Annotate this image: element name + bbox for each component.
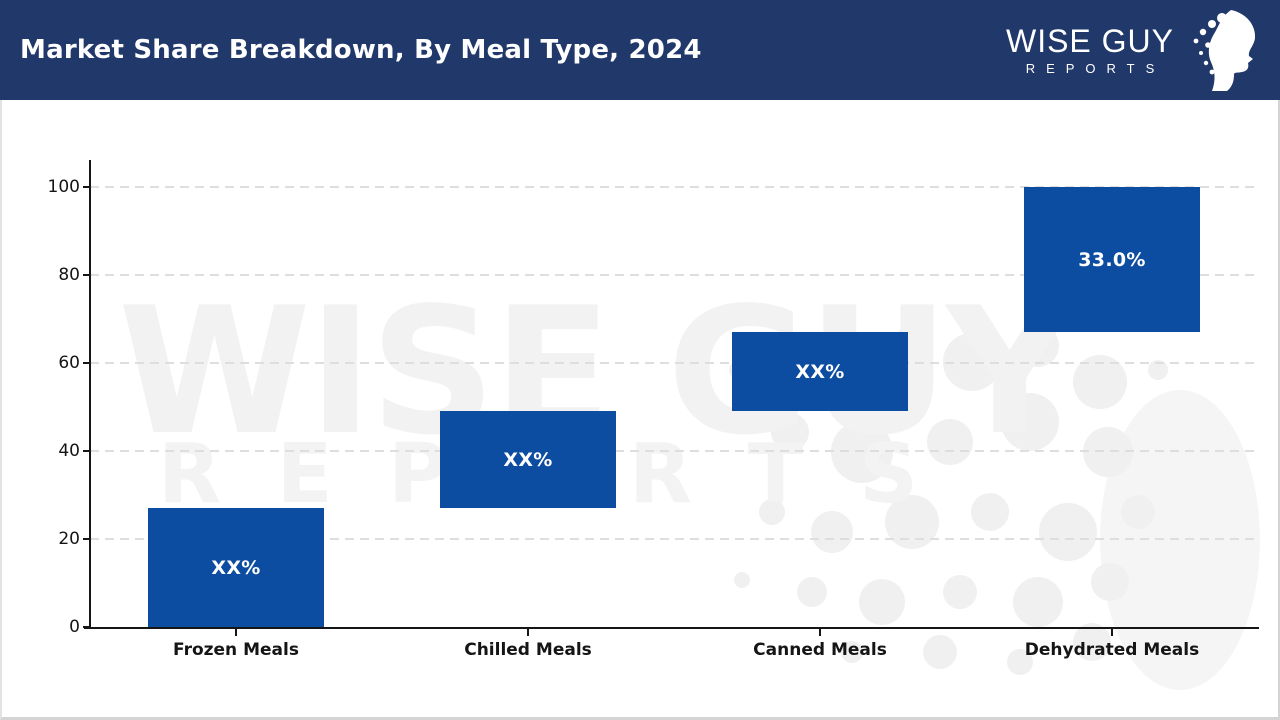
gridline: [90, 186, 1258, 188]
bar: XX%: [148, 508, 324, 627]
bar-value-label: XX%: [795, 360, 845, 383]
x-axis-line: [84, 627, 1259, 629]
y-tick-label: 60: [58, 353, 80, 373]
x-tick-mark: [235, 629, 237, 636]
x-category-label: Canned Meals: [753, 640, 887, 660]
y-tick-mark: [83, 362, 90, 364]
gridline: [90, 274, 1258, 276]
chart-canvas: WISE GUY R E P O R T S 020406080100XX%Fr…: [0, 100, 1280, 720]
y-tick-label: 100: [47, 177, 80, 197]
x-category-label: Chilled Meals: [464, 640, 592, 660]
x-category-label: Frozen Meals: [173, 640, 299, 660]
x-tick-mark: [1111, 629, 1113, 636]
logo-subtitle: REPORTS: [1025, 60, 1166, 76]
logo-text: WISE GUY REPORTS: [1005, 23, 1174, 76]
y-tick-mark: [83, 186, 90, 188]
y-tick-label: 40: [58, 441, 80, 461]
gridline: [90, 450, 1258, 452]
gridline: [90, 362, 1258, 364]
y-tick-mark: [83, 274, 90, 276]
wiseguy-logo: WISE GUY REPORTS: [1006, 8, 1262, 92]
x-category-label: Dehydrated Meals: [1024, 640, 1200, 660]
bar: XX%: [440, 411, 616, 509]
y-axis-line: [89, 160, 91, 629]
page-title: Market Share Breakdown, By Meal Type, 20…: [20, 35, 702, 65]
bar: XX%: [732, 332, 908, 412]
y-tick-mark: [83, 538, 90, 540]
y-tick-label: 0: [69, 617, 80, 637]
x-tick-mark: [819, 629, 821, 636]
bar-value-label: 33.0%: [1078, 248, 1146, 271]
header-bar: Market Share Breakdown, By Meal Type, 20…: [0, 0, 1280, 100]
wiseguy-face-icon: [1193, 10, 1256, 91]
y-tick-mark: [83, 450, 90, 452]
x-tick-mark: [527, 629, 529, 636]
bar: 33.0%: [1024, 187, 1200, 333]
gridline: [90, 538, 1258, 540]
bar-value-label: XX%: [503, 448, 553, 471]
y-tick-label: 20: [58, 529, 80, 549]
logo-wordmark: WISE GUY: [1005, 23, 1174, 60]
y-tick-label: 80: [58, 265, 80, 285]
bar-value-label: XX%: [211, 556, 261, 579]
